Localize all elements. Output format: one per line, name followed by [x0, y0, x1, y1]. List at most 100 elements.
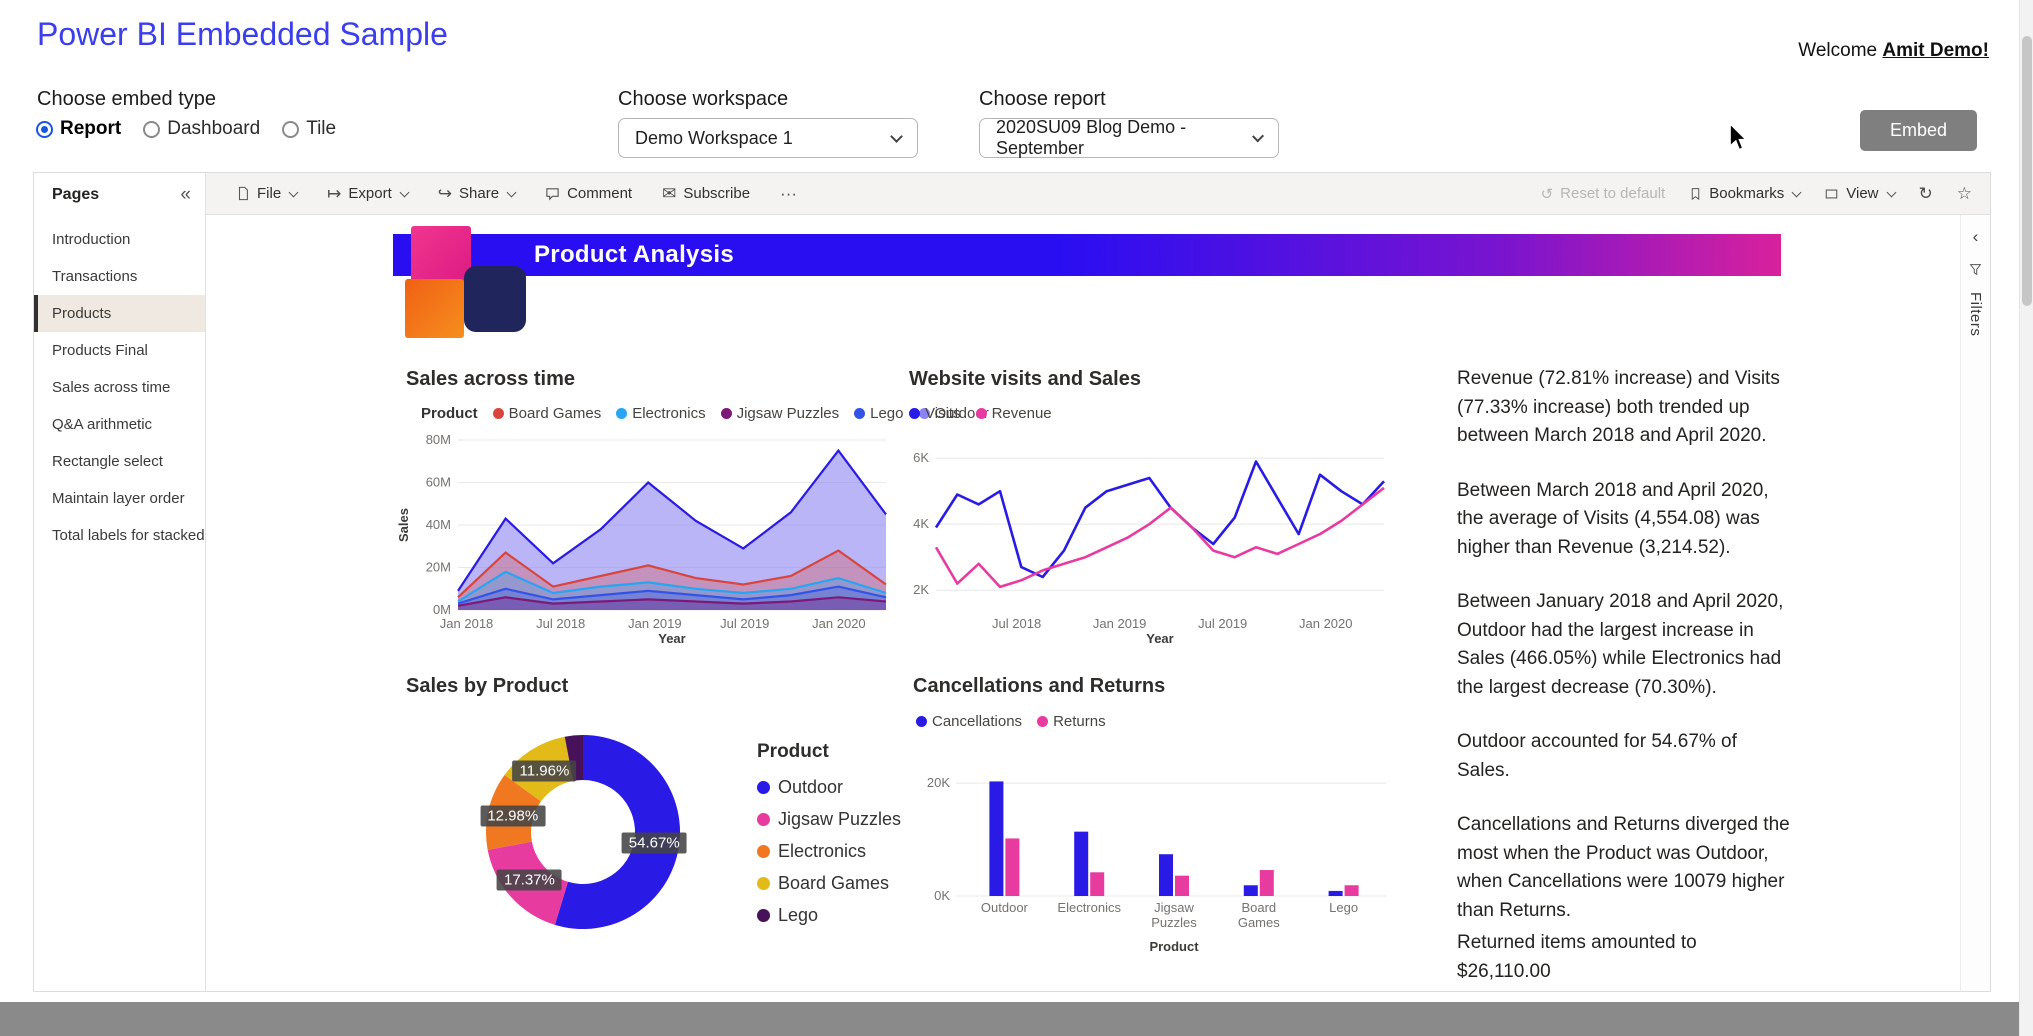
chevron-down-icon — [1886, 187, 1896, 197]
more-icon: ··· — [780, 184, 798, 203]
share-button[interactable]: ↪ Share — [437, 184, 517, 203]
legend-item[interactable]: Revenue — [975, 405, 1052, 422]
legend-dot-icon — [720, 408, 732, 419]
chevron-down-icon — [288, 187, 299, 197]
legend-dot-icon — [492, 408, 504, 419]
more-options-button[interactable]: ··· — [780, 185, 797, 202]
collapse-pages-icon[interactable]: « — [180, 184, 191, 205]
legend-dot-icon — [757, 845, 770, 858]
page-item-total-labels[interactable]: Total labels for stacked ... — [52, 527, 205, 544]
share-icon: ↪ — [437, 184, 453, 203]
radio-tile-circle — [282, 120, 300, 138]
workspace-select-value: Demo Workspace 1 — [635, 127, 793, 148]
scrollbar-thumb[interactable] — [2022, 36, 2032, 306]
page-item-introduction[interactable]: Introduction — [52, 231, 131, 248]
legend-item[interactable]: Jigsaw Puzzles — [720, 405, 839, 422]
svg-text:60M: 60M — [426, 475, 451, 490]
svg-text:0M: 0M — [433, 602, 451, 617]
svg-text:Board: Board — [1241, 900, 1276, 915]
sales-by-product-donut[interactable]: 54.67% 17.37% 12.98% 11.96% — [478, 727, 688, 937]
report-select[interactable]: 2020SU09 Blog Demo - September — [979, 117, 1279, 158]
legend-dot-icon — [916, 716, 927, 727]
report-select-value: 2020SU09 Blog Demo - September — [996, 117, 1187, 158]
radio-report[interactable]: Report — [36, 118, 121, 140]
pages-panel-title: Pages — [52, 185, 100, 203]
page-item-qa-arithmetic[interactable]: Q&A arithmetic — [52, 416, 153, 433]
refresh-button[interactable]: ↻ — [1918, 184, 1933, 203]
file-button[interactable]: File — [236, 185, 299, 202]
sales-across-time-legend: Product Board Games Electronics Jigsaw Puzz… — [421, 405, 989, 422]
report-canvas: Product Analysis Sales across time Produ… — [206, 215, 1960, 991]
browser-scrollbar[interactable] — [2019, 0, 2033, 1036]
page-item-rectangle-select[interactable]: Rectangle select — [52, 453, 163, 470]
legend-item[interactable]: Visits — [909, 405, 961, 422]
powerbi-embed-frame: Pages « Introduction Transactions Produc… — [33, 172, 1991, 992]
insight-paragraph: Outdoor accounted for 54.67% of Sales. — [1457, 731, 1737, 781]
page-footer-band — [0, 1002, 2033, 1036]
welcome-user-link[interactable]: Amit Demo! — [1882, 40, 1989, 61]
banner-title: Product Analysis — [534, 241, 734, 268]
subscribe-button[interactable]: ✉ Subscribe — [662, 184, 751, 203]
svg-text:Year: Year — [1146, 631, 1173, 646]
legend-item[interactable]: Electronics — [616, 405, 706, 422]
svg-text:Jul 2018: Jul 2018 — [536, 616, 585, 631]
radio-tile-label: Tile — [306, 118, 337, 139]
insights-panel: Revenue (72.81% increase) and Visits (77… — [1457, 365, 1791, 986]
legend-item[interactable]: Outdoor — [757, 777, 901, 798]
sales-by-product-legend: Product Outdoor Jigsaw Puzzles Electronics B… — [757, 741, 901, 926]
svg-text:Jan 2019: Jan 2019 — [628, 616, 682, 631]
svg-text:20K: 20K — [927, 775, 950, 790]
view-button[interactable]: View — [1824, 185, 1896, 202]
svg-text:2K: 2K — [913, 582, 929, 597]
workspace-select[interactable]: Demo Workspace 1 — [618, 118, 918, 158]
radio-report-circle — [36, 120, 53, 138]
legend-item[interactable]: Cancellations — [916, 713, 1022, 730]
donut-percentage-label: 11.96% — [512, 760, 577, 782]
page-item-sales-across-time[interactable]: Sales across time — [52, 379, 171, 396]
website-visits-sales-chart[interactable]: 2K 4K 6K Jul 2018 Jan 2019 Jul 2019 Jan 2020 Ye… — [896, 428, 1396, 646]
expand-filters-button[interactable]: ‹ — [1972, 227, 1979, 246]
export-button[interactable]: ↦ Export — [327, 185, 410, 202]
legend-item[interactable]: Lego — [854, 405, 904, 422]
page-item-maintain-layer-order[interactable]: Maintain layer order — [52, 490, 185, 507]
donut-percentage-label: 54.67% — [621, 832, 687, 854]
page-item-products[interactable]: Products — [34, 295, 205, 332]
page-item-products-final[interactable]: Products Final — [52, 342, 148, 359]
legend-item[interactable]: Board Games — [757, 873, 901, 894]
sales-across-time-chart[interactable]: 0M 20M 40M 60M 80M Jan 2018 Jul 2018 Jan 2019 Ju… — [396, 428, 896, 646]
page-item-transactions[interactable]: Transactions — [52, 268, 138, 285]
bookmarks-button[interactable]: Bookmarks — [1689, 185, 1802, 202]
favorite-star-button[interactable]: ☆ — [1956, 184, 1972, 203]
svg-text:Sales: Sales — [396, 508, 411, 542]
svg-text:0K: 0K — [934, 888, 950, 903]
svg-text:40M: 40M — [426, 517, 451, 532]
bookmark-icon — [1691, 188, 1700, 201]
embed-type-label: Choose embed type — [37, 88, 217, 110]
radio-dashboard[interactable]: Dashboard — [143, 118, 260, 140]
legend-item[interactable]: Jigsaw Puzzles — [757, 809, 901, 830]
legend-item[interactable]: Board Games — [492, 405, 601, 422]
comment-icon — [546, 188, 559, 201]
legend-item[interactable]: Returns — [1037, 713, 1106, 730]
comment-button[interactable]: Comment — [545, 185, 632, 202]
reset-icon: ↺ — [1540, 185, 1554, 203]
svg-text:20M: 20M — [426, 560, 451, 575]
legend-item[interactable]: Lego — [757, 905, 901, 926]
legend-item[interactable]: Outdoor — [918, 405, 989, 422]
radio-tile[interactable]: Tile — [282, 118, 336, 140]
legend-item[interactable]: Electronics — [757, 841, 901, 862]
reset-to-default-button[interactable]: ↺ Reset to default — [1540, 185, 1666, 203]
filter-funnel-icon — [1969, 264, 1982, 276]
legend-dot-icon — [616, 408, 628, 419]
embed-button[interactable]: Embed — [1860, 110, 1977, 151]
svg-text:Lego: Lego — [1329, 900, 1358, 915]
file-icon — [238, 186, 248, 201]
svg-text:4K: 4K — [913, 516, 929, 531]
legend-dot-icon — [909, 408, 920, 419]
radio-dashboard-circle — [143, 120, 161, 138]
svg-text:Year: Year — [658, 631, 685, 646]
legend-dot-icon — [757, 909, 770, 922]
view-icon — [1825, 189, 1838, 198]
svg-text:Jan 2020: Jan 2020 — [812, 616, 866, 631]
